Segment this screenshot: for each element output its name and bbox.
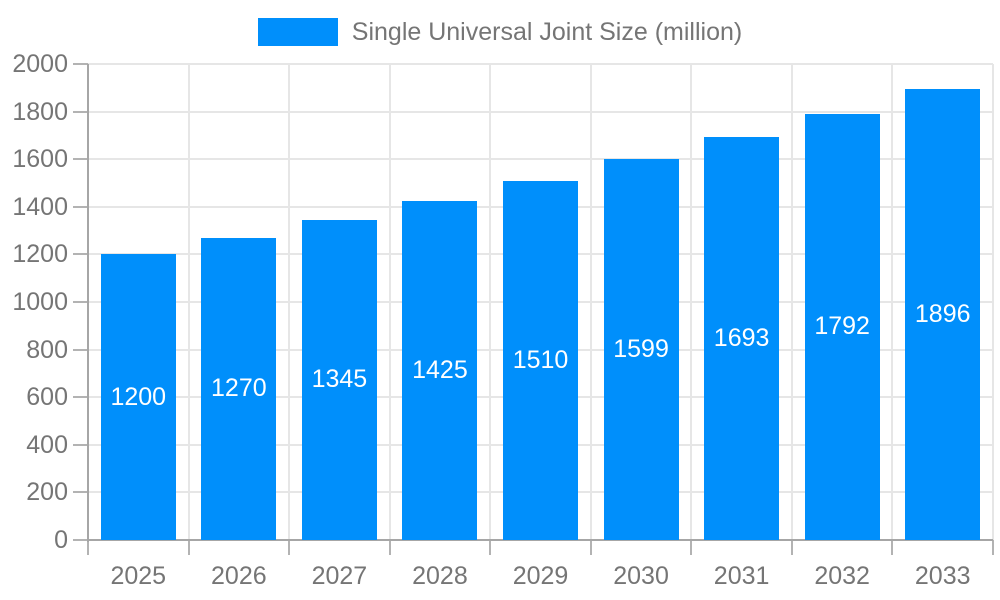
x-axis-tick — [388, 540, 391, 555]
bar-2029[interactable]: 1510 — [503, 180, 578, 540]
gridline-vertical — [992, 64, 994, 540]
x-axis-tick-label: 2027 — [311, 562, 368, 590]
gridline-vertical — [690, 64, 693, 540]
x-axis-tick-label: 2025 — [110, 562, 167, 590]
y-axis-tick-label: 0 — [54, 526, 68, 554]
x-axis-tick — [187, 540, 190, 555]
y-axis-tick — [73, 301, 88, 303]
y-axis-tick-label: 2000 — [12, 50, 68, 78]
y-axis-tick-label: 1800 — [12, 97, 68, 126]
bar-value-label: 1693 — [713, 324, 770, 353]
y-axis-tick — [73, 491, 88, 494]
bar-2026[interactable]: 1270 — [201, 237, 277, 540]
x-axis-tick — [790, 540, 793, 555]
legend-label: Single Universal Joint Size (million) — [351, 17, 743, 46]
y-axis-tick — [73, 539, 88, 541]
x-axis-tick — [489, 540, 492, 555]
bar-2033[interactable]: 1896 — [905, 88, 981, 540]
y-axis-tick — [73, 443, 88, 446]
legend-swatch — [257, 18, 338, 46]
gridline-vertical — [187, 64, 190, 540]
bar-2028[interactable]: 1425 — [402, 200, 478, 540]
y-axis-tick-label: 1600 — [12, 145, 68, 174]
y-axis-line — [87, 64, 89, 542]
y-axis-tick — [73, 63, 88, 65]
y-axis-tick-label: 1400 — [12, 192, 68, 221]
gridline-vertical — [388, 64, 391, 540]
bar-value-label: 1896 — [914, 299, 971, 328]
x-axis-tick — [690, 540, 693, 555]
x-axis-tick-label: 2030 — [613, 562, 669, 590]
gridline-vertical — [489, 64, 492, 540]
bar-value-label: 1599 — [613, 335, 669, 364]
bar-value-label: 1425 — [412, 355, 468, 384]
y-axis-tick — [73, 205, 88, 208]
bar-value-label: 1270 — [211, 374, 267, 403]
bar-2027[interactable]: 1345 — [301, 219, 377, 540]
gridline-vertical — [589, 64, 592, 540]
gridline-vertical — [891, 64, 894, 540]
gridline-horizontal — [88, 110, 993, 113]
y-axis-tick-label: 200 — [26, 478, 68, 507]
bar-2032[interactable]: 1792 — [804, 113, 880, 540]
bar-value-label: 1510 — [512, 345, 569, 374]
x-axis-tick — [992, 540, 994, 555]
x-axis-line — [88, 539, 993, 541]
x-axis-tick — [87, 540, 89, 555]
y-axis-tick-label: 1200 — [12, 240, 68, 269]
x-axis-tick-label: 2029 — [512, 562, 569, 590]
legend-item[interactable]: Single Universal Joint Size (million) — [0, 18, 1000, 46]
bar-2031[interactable]: 1693 — [704, 137, 780, 540]
y-axis-tick-label: 600 — [26, 383, 68, 412]
x-axis-tick-label: 2033 — [914, 562, 971, 590]
bar-2030[interactable]: 1599 — [603, 159, 679, 540]
bar-2025[interactable]: 1200 — [100, 254, 176, 540]
x-axis-tick-label: 2026 — [211, 562, 267, 590]
y-axis-tick — [73, 396, 88, 399]
x-axis-tick — [891, 540, 894, 555]
y-axis-tick — [73, 348, 88, 351]
y-axis-tick-label: 800 — [26, 335, 68, 364]
bar-value-label: 1200 — [110, 382, 167, 411]
y-axis-tick — [73, 253, 88, 256]
gridline-horizontal — [88, 63, 993, 65]
x-axis-tick-label: 2031 — [713, 562, 770, 590]
gridline-vertical — [288, 64, 291, 540]
gridline-horizontal — [88, 158, 993, 161]
y-axis-tick-label: 400 — [26, 430, 68, 459]
y-axis-tick — [73, 158, 88, 161]
y-axis-tick-label: 1000 — [12, 288, 68, 316]
bar-value-label: 1345 — [311, 365, 368, 394]
y-axis-tick — [73, 110, 88, 113]
x-axis-tick — [288, 540, 291, 555]
x-axis-tick — [589, 540, 592, 555]
gridline-vertical — [790, 64, 793, 540]
x-axis-tick-label: 2032 — [814, 562, 870, 590]
bar-value-label: 1792 — [814, 312, 870, 341]
x-axis-tick-label: 2028 — [412, 562, 468, 590]
